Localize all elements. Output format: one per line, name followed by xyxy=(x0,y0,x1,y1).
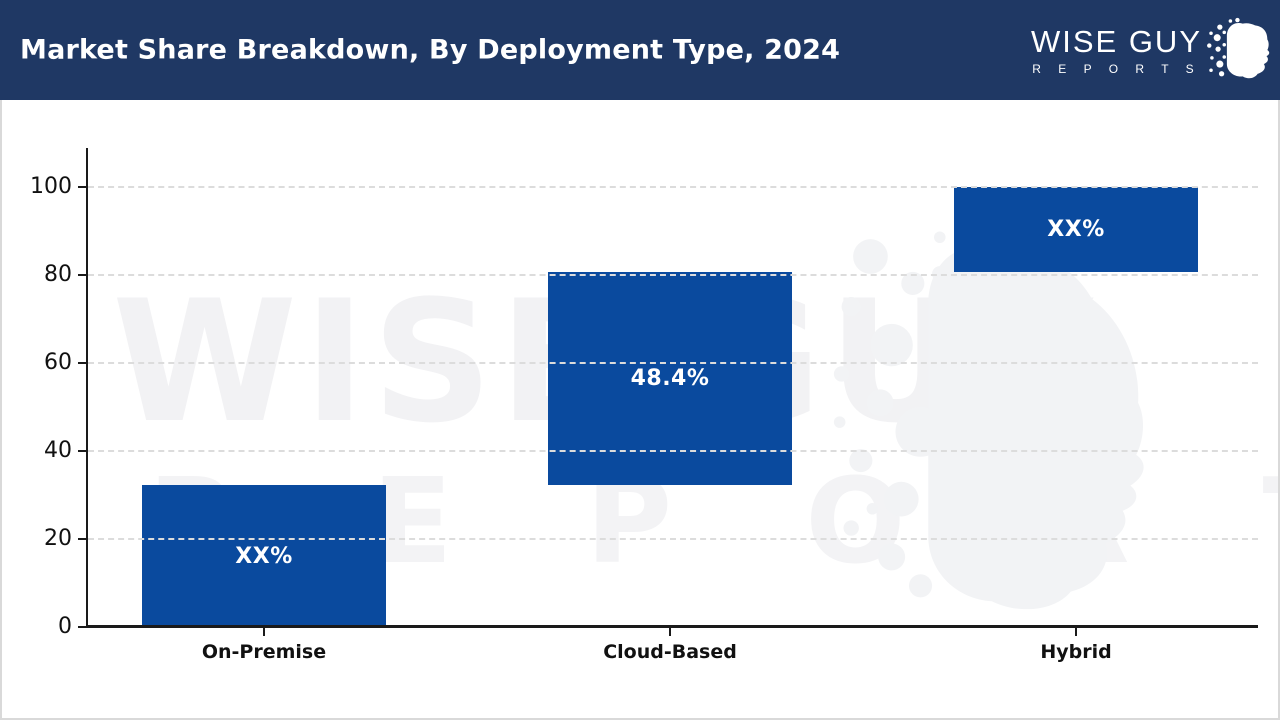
wise-guy-reports-logo: WISE GUY R E P O R T S xyxy=(1031,10,1270,90)
y-tick-mark-60 xyxy=(78,362,87,364)
x-axis-category-label-cloud-based: Cloud-Based xyxy=(603,641,737,663)
x-axis-category-label-hybrid: Hybrid xyxy=(1040,641,1112,663)
header-bar: Market Share Breakdown, By Deployment Ty… xyxy=(0,0,1280,100)
y-tick-mark-40 xyxy=(78,450,87,452)
waterfall-bar-hybrid: XX% xyxy=(954,187,1198,273)
watermark-face-icon xyxy=(833,219,1144,610)
bars-layer: XX% 48.4% XX% xyxy=(0,100,1280,720)
x-axis-category-label-on-premise: On-Premise xyxy=(201,641,327,663)
x-axis-line xyxy=(86,625,1258,628)
y-axis-tick-label-80: 80 xyxy=(44,262,72,287)
waterfall-bar-cloud-based: 48.4% xyxy=(548,272,792,486)
bar-value-label: 48.4% xyxy=(630,366,710,392)
y-tick-mark-80 xyxy=(78,274,87,276)
y-axis-tick-label-0: 0 xyxy=(58,614,72,639)
x-tick-mark-3 xyxy=(1075,628,1077,636)
x-tick-mark-1 xyxy=(263,628,265,636)
axes-layer: 0 20 40 60 80 100 On-Premise Cloud-Based Hybrid xyxy=(0,100,1280,720)
y-tick-mark-100 xyxy=(78,186,87,188)
chart-area: WISE GUY R E P O R T S XX%48.4%XX% 02040… xyxy=(0,100,1280,720)
bar-value-label: XX% xyxy=(235,543,293,569)
bar-value-label: XX% xyxy=(1047,217,1105,243)
waterfall-bar-on-premise: XX% xyxy=(142,485,386,627)
logo-text: WISE GUY R E P O R T S xyxy=(1031,24,1202,76)
y-axis-tick-label-60: 60 xyxy=(44,350,72,375)
x-tick-mark-2 xyxy=(669,628,671,636)
logo-subtitle: R E P O R T S xyxy=(1032,62,1201,76)
y-axis-tick-label-20: 20 xyxy=(44,526,72,551)
y-axis-tick-label-40: 40 xyxy=(44,438,72,463)
y-tick-mark-20 xyxy=(78,538,87,540)
y-axis-spine xyxy=(86,148,88,627)
logo-wordmark: WISE GUY xyxy=(1030,24,1202,59)
chart-title: Market Share Breakdown, By Deployment Ty… xyxy=(20,34,841,66)
y-tick-mark-0 xyxy=(78,626,87,628)
logo-face-icon xyxy=(1207,17,1270,79)
y-axis-tick-label-100: 100 xyxy=(30,174,72,199)
